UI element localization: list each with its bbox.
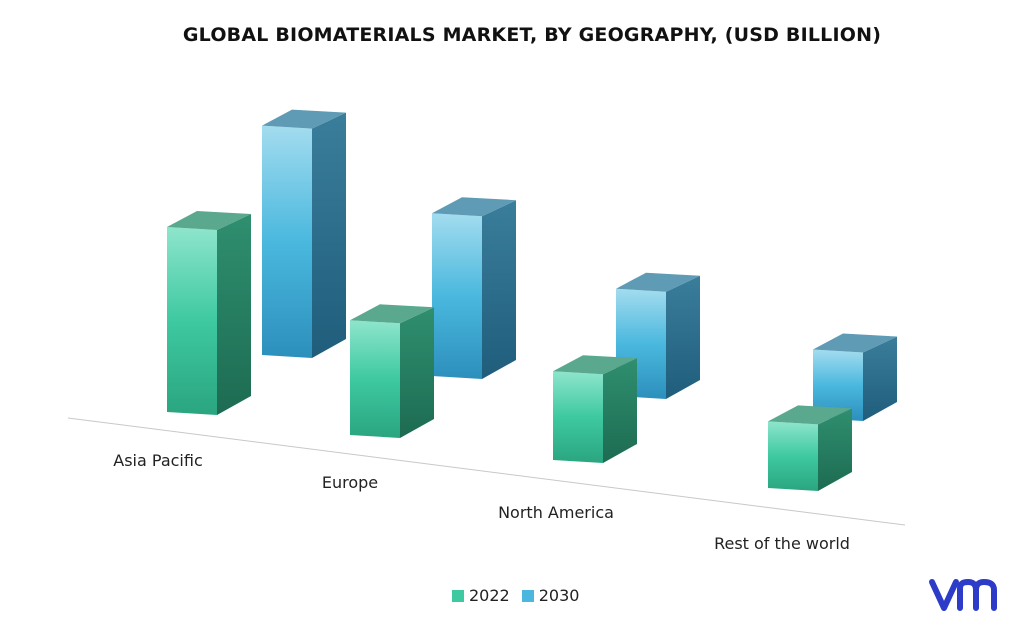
legend-swatch-2030 <box>521 589 534 602</box>
bar-front-face <box>553 371 603 463</box>
bar-side-face <box>400 307 434 438</box>
bar-2022-asia-pacific <box>167 211 251 415</box>
legend-item-2022: 2022 <box>452 586 510 605</box>
bar-2022-europe <box>350 304 434 438</box>
bar-top-face <box>350 304 434 324</box>
bar-front-face <box>768 421 818 491</box>
bar-front-face <box>350 320 400 438</box>
bar-front-face <box>813 349 863 421</box>
legend-item-2030: 2030 <box>521 586 580 605</box>
chart-title: GLOBAL BIOMATERIALS MARKET, BY GEOGRAPHY… <box>182 24 882 46</box>
x-axis-floor-line <box>67 417 906 526</box>
bar-2030-asia-pacific <box>262 109 346 358</box>
bar-front-face <box>262 125 312 358</box>
bar-top-face <box>262 109 346 129</box>
bar-top-face <box>768 405 852 425</box>
bar-top-face <box>167 211 251 230</box>
bar-top-face <box>616 272 700 292</box>
legend: 2022 2030 <box>452 586 591 605</box>
bar-side-face <box>312 112 346 358</box>
category-label-asia-pacific: Asia Pacific <box>113 451 202 470</box>
bar-2030-europe <box>432 197 516 379</box>
bar-2030-rest-of-the-world <box>813 333 897 421</box>
category-label-europe: Europe <box>322 473 378 492</box>
legend-label-2030: 2030 <box>538 586 580 605</box>
bar-front-face <box>432 213 482 379</box>
legend-label-2022: 2022 <box>469 586 510 605</box>
bar-side-face <box>603 358 637 463</box>
bar-top-face <box>432 197 516 217</box>
bar-side-face <box>217 214 251 415</box>
legend-swatch-2022 <box>452 589 464 602</box>
bar-2022-rest-of-the-world <box>768 405 852 491</box>
brand-logo <box>929 579 997 611</box>
bar-front-face <box>167 227 217 415</box>
category-label-north-america: North America <box>498 503 614 522</box>
bar-2022-north-america <box>553 355 637 463</box>
bar-side-face <box>482 200 516 379</box>
bar-side-face <box>863 336 897 421</box>
bar-side-face <box>666 275 700 399</box>
bar-top-face <box>553 355 637 375</box>
bar-top-face <box>813 333 897 353</box>
category-label-rest-of-the-world: Rest of the world <box>714 534 850 553</box>
bar-side-face <box>818 408 852 491</box>
